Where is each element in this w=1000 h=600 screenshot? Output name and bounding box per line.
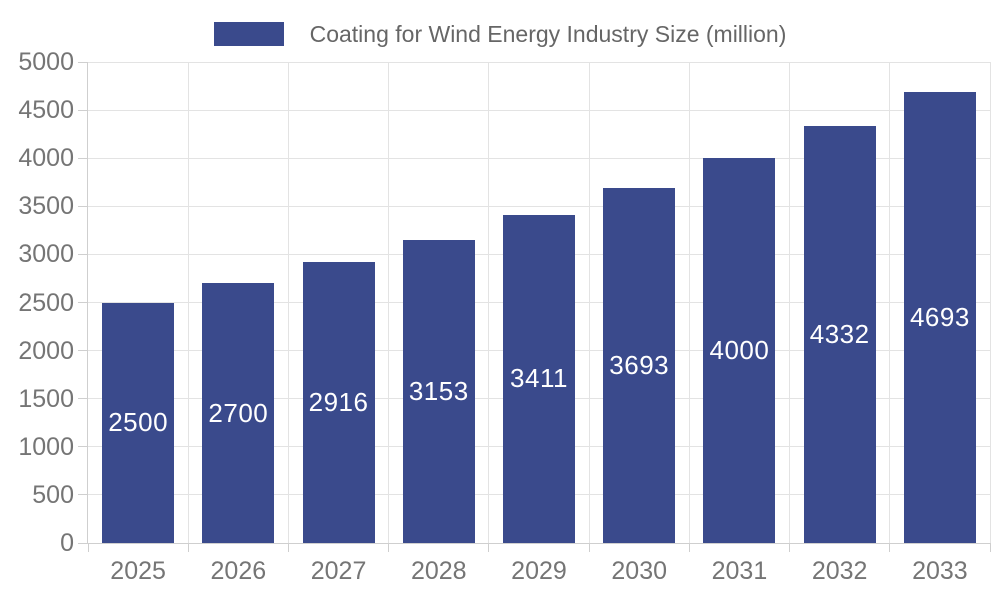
bar[interactable]: 2916	[302, 262, 375, 543]
gridline-vertical	[989, 62, 991, 543]
x-axis-tick-label: 2032	[811, 557, 868, 585]
bar[interactable]: 2500	[102, 302, 175, 543]
x-axis-tick-label: 2030	[611, 557, 668, 585]
y-axis-tick	[78, 446, 87, 448]
gridline-horizontal	[88, 205, 990, 207]
gridline-horizontal	[88, 157, 990, 159]
y-axis-tick	[78, 542, 87, 544]
bar[interactable]: 3153	[402, 239, 475, 543]
gridline-horizontal	[88, 61, 990, 63]
y-axis-tick-label: 3500	[18, 192, 74, 221]
y-axis-tick-label: 500	[32, 480, 74, 509]
y-axis-tick	[78, 350, 87, 352]
gridline-vertical	[388, 62, 390, 543]
gridline-vertical	[488, 62, 490, 543]
y-axis-tick	[78, 253, 87, 255]
x-axis-tick-label: 2026	[210, 557, 267, 585]
bar[interactable]: 4332	[803, 126, 876, 543]
plot-area: 2500 2700 2916 3153 3411 3693 4000 4332 4693	[78, 61, 991, 552]
legend-swatch-icon	[213, 22, 284, 46]
x-axis-tick-label: 2028	[410, 557, 467, 585]
gridline-horizontal	[88, 109, 990, 111]
legend-item[interactable]: Coating for Wind Energy Industry Size (m…	[0, 16, 1000, 52]
y-axis-tick	[78, 398, 87, 400]
x-axis-tick-label: 2025	[110, 557, 166, 585]
bar-value-label: 4693	[909, 301, 970, 332]
x-axis-tick	[388, 543, 390, 552]
y-axis-line	[87, 62, 88, 543]
y-axis-tick	[78, 494, 87, 496]
x-axis-tick	[287, 543, 289, 552]
gridline-vertical	[889, 62, 891, 543]
y-axis-tick-label: 2000	[18, 336, 74, 365]
y-axis-tick-label: 1000	[18, 432, 74, 461]
y-axis-tick	[78, 109, 87, 111]
y-axis-tick-label: 0	[60, 529, 74, 557]
y-axis-tick	[78, 302, 87, 303]
y-axis-tick	[78, 157, 87, 159]
bar[interactable]: 4693	[903, 91, 976, 543]
bar-value-label: 4000	[709, 335, 770, 366]
x-axis-tick	[889, 543, 891, 552]
x-axis-tick-label: 2027	[310, 557, 367, 585]
y-axis-tick-label: 3000	[18, 240, 74, 269]
x-axis-tick	[789, 543, 791, 552]
y-axis-tick-label: 2500	[18, 288, 74, 317]
legend-label: Coating for Wind Energy Industry Size (m…	[309, 21, 787, 47]
gridline-vertical	[688, 62, 690, 543]
bar-value-label: 2700	[208, 397, 269, 428]
x-axis-tick-label: 2031	[711, 557, 768, 585]
gridline-vertical	[187, 62, 189, 543]
bar-value-label: 2500	[108, 407, 169, 438]
x-axis-tick	[989, 543, 991, 552]
y-axis-tick	[78, 61, 87, 63]
y-axis-tick-label: 1500	[18, 384, 74, 413]
bar-value-label: 4332	[809, 319, 870, 350]
y-axis-tick-label: 5000	[18, 48, 74, 76]
y-axis-tick-label: 4500	[18, 96, 74, 125]
y-axis-tick-label: 4000	[18, 144, 74, 173]
bar[interactable]: 3693	[603, 187, 676, 543]
bar[interactable]: 4000	[703, 158, 776, 543]
x-axis-tick	[187, 543, 189, 552]
bar[interactable]: 2700	[202, 283, 275, 543]
x-axis-tick-label: 2033	[912, 557, 968, 585]
bar-value-label: 3693	[609, 349, 670, 380]
y-axis-tick	[78, 205, 87, 207]
x-axis-tick	[87, 543, 89, 552]
x-axis-tick-label: 2029	[511, 557, 567, 585]
x-axis-tick	[488, 543, 490, 552]
gridline-vertical	[287, 62, 289, 543]
bar-value-label: 2916	[308, 387, 369, 418]
x-axis-line	[87, 543, 990, 544]
bar[interactable]: 3411	[503, 214, 575, 543]
bar-value-label: 3411	[510, 363, 568, 394]
gridline-vertical	[588, 62, 590, 543]
gridline-vertical	[789, 62, 791, 543]
x-axis-tick	[688, 543, 690, 552]
bar-value-label: 3153	[408, 375, 469, 406]
x-axis-tick	[588, 543, 590, 552]
